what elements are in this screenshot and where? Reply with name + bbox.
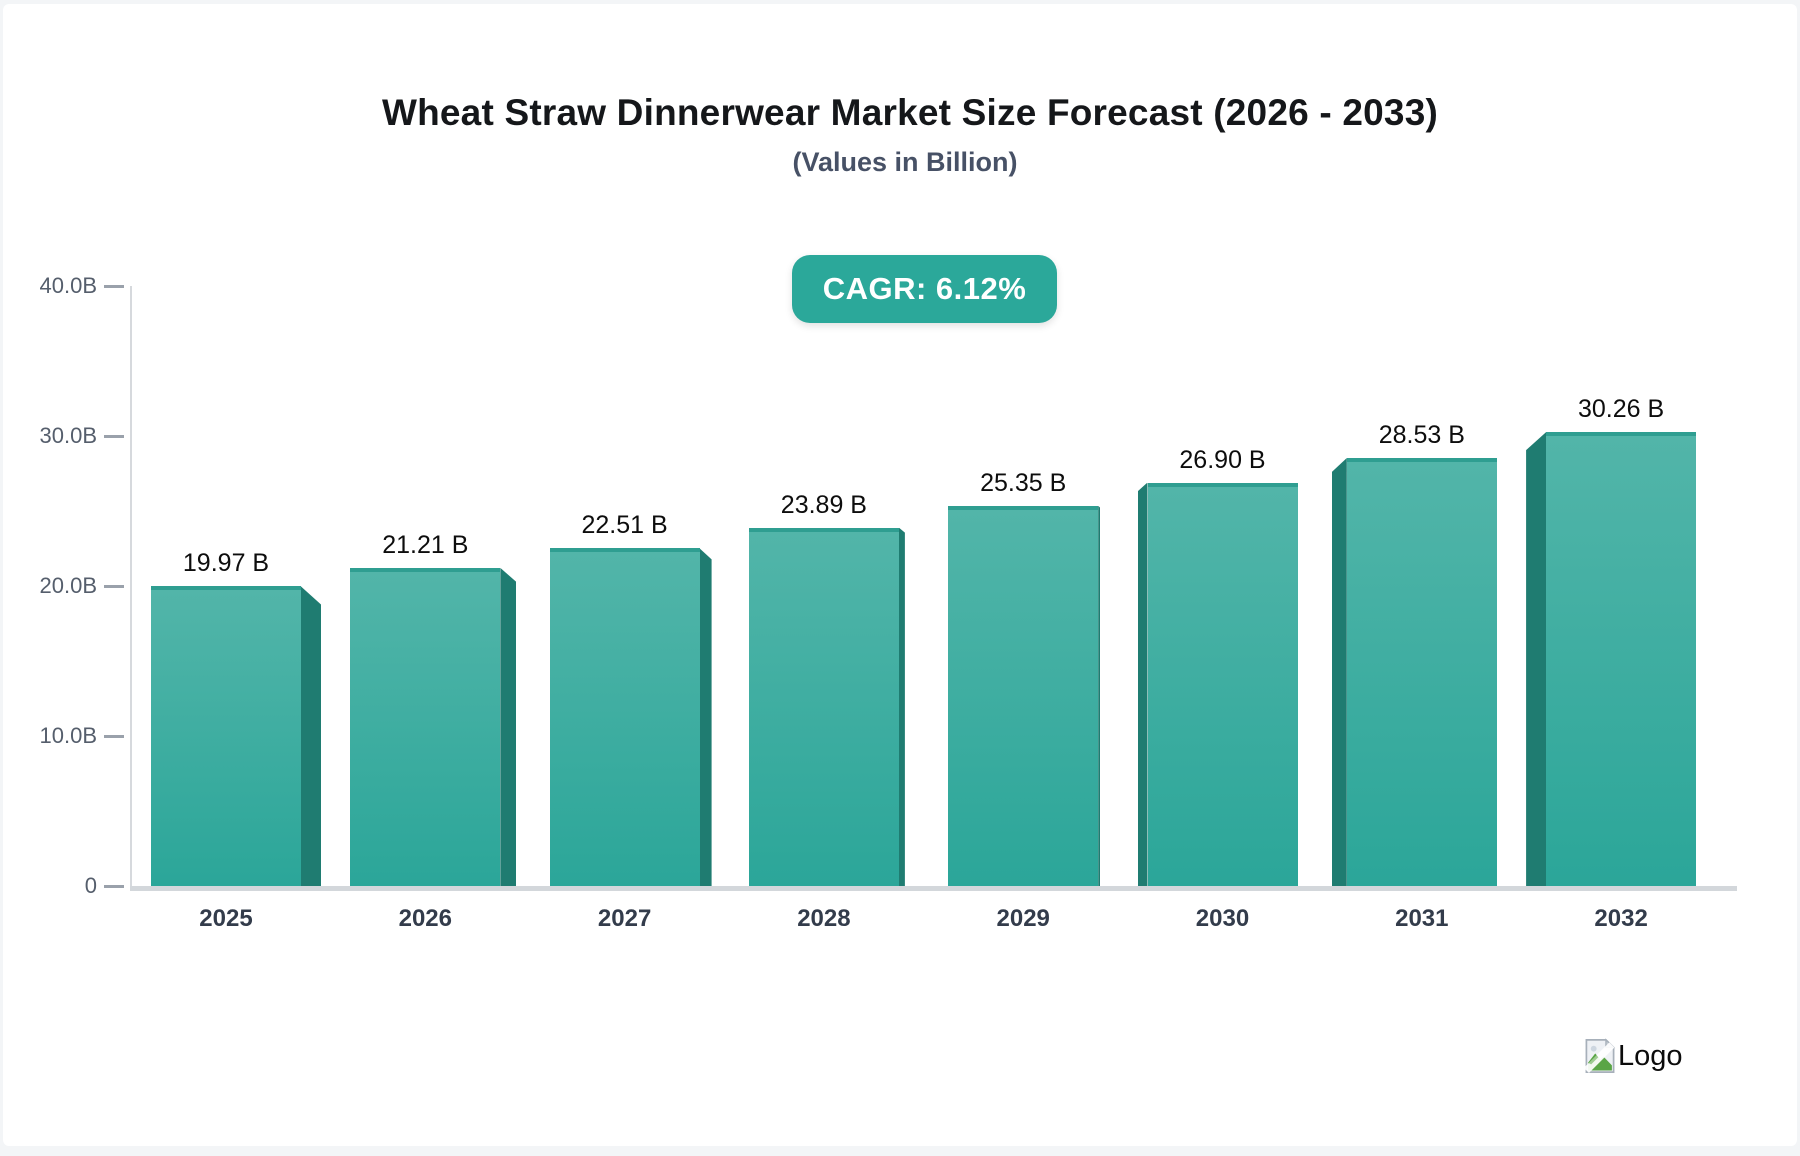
x-axis-label: 2025: [199, 905, 253, 932]
y-axis-tick: [104, 735, 124, 738]
bar: [748, 527, 899, 886]
bar-value-label: 26.90 B: [1179, 445, 1266, 474]
y-axis-tick-label: 10.0B: [39, 723, 98, 748]
bar: [1147, 482, 1298, 886]
x-axis-label: 2032: [1594, 905, 1648, 932]
bar-side: [301, 586, 321, 886]
bar-value-label: 25.35 B: [980, 468, 1067, 497]
y-axis-tick-label: 0: [84, 873, 97, 898]
bar: [1346, 458, 1497, 886]
chart-title: Wheat Straw Dinnerwear Market Size Forec…: [381, 92, 1439, 133]
bar-value-label: 28.53 B: [1378, 421, 1465, 450]
y-axis-tick: [104, 435, 124, 438]
y-axis-tick: [104, 285, 124, 288]
x-axis-label: 2026: [398, 905, 452, 932]
y-axis-tick-label: 30.0B: [39, 423, 98, 448]
bar: [350, 567, 501, 886]
bar-value-label: 22.51 B: [581, 511, 668, 540]
bar-value-label: 21.21 B: [382, 530, 469, 559]
y-axis-tick-label: 40.0B: [39, 273, 98, 298]
bar-side: [699, 548, 712, 886]
bar-value-label: 23.89 B: [780, 490, 867, 519]
cagr-badge: CAGR: 6.12%: [792, 255, 1057, 323]
bar: [948, 505, 1099, 886]
x-axis-label: 2028: [797, 905, 851, 932]
x-axis-label: 2031: [1395, 905, 1449, 932]
x-axis-label: 2030: [1195, 905, 1250, 932]
y-axis-tick: [104, 885, 124, 888]
logo-broken-image-icon: [1583, 1038, 1617, 1074]
logo: Logo: [1583, 1036, 1683, 1076]
y-axis-tick-label: 20.0B: [39, 573, 98, 598]
bar-side: [1331, 458, 1347, 886]
y-axis-tick: [104, 585, 124, 588]
bar: [151, 586, 301, 886]
chart-subtitle: (Values in Billion): [792, 147, 1018, 177]
bar: [1546, 432, 1697, 886]
y-axis-line: [130, 286, 132, 886]
bar-value-label: 19.97 B: [182, 549, 270, 578]
x-axis-label: 2027: [597, 905, 652, 932]
bar-side: [898, 527, 905, 886]
bar-side: [500, 567, 517, 886]
x-axis-label: 2029: [996, 905, 1050, 932]
cagr-badge-label: CAGR: 6.12%: [822, 271, 1027, 306]
bar-value-label: 30.26 B: [1578, 395, 1665, 424]
x-axis-line: [130, 886, 1737, 891]
logo-alt-text: Logo: [1618, 1040, 1683, 1072]
bar-side: [1098, 505, 1101, 886]
bar-side: [1137, 482, 1148, 886]
bar-side: [1526, 432, 1547, 886]
bar: [549, 548, 700, 886]
